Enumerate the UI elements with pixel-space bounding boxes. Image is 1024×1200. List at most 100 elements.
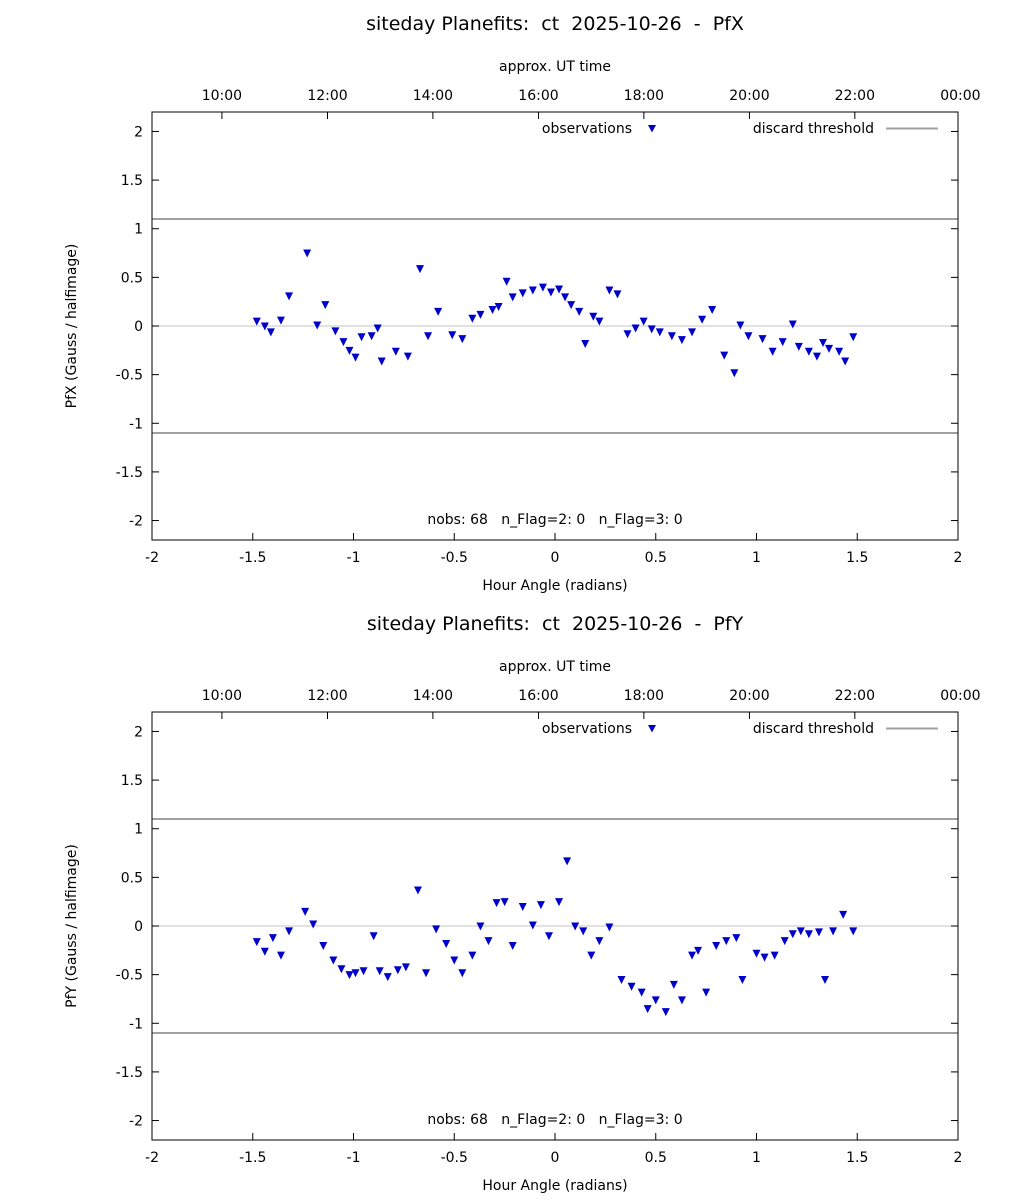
observation-point	[367, 332, 376, 341]
observation-point	[589, 312, 598, 321]
observation-point	[252, 317, 261, 326]
observation-point	[849, 333, 858, 342]
observation-point	[677, 336, 686, 345]
top-tick-label: 16:00	[518, 88, 558, 104]
observation-point	[538, 283, 547, 292]
observation-point	[780, 937, 789, 946]
observation-point	[345, 971, 354, 980]
observation-point	[812, 352, 821, 361]
observation-point	[373, 324, 382, 333]
nobs-annotation: nobs: 68 n_Flag=2: 0 n_Flag=3: 0	[427, 512, 682, 528]
legend-observation-marker-icon	[648, 725, 656, 733]
observation-point	[839, 910, 848, 919]
top-tick-label: 10:00	[202, 88, 242, 104]
top-tick-label: 20:00	[729, 688, 769, 704]
top-tick-label: 20:00	[729, 88, 769, 104]
observation-point	[393, 966, 402, 975]
observation-point	[730, 369, 739, 378]
observation-point	[720, 351, 729, 360]
observation-point	[555, 285, 564, 294]
observation-point	[643, 1005, 652, 1014]
observation-point	[778, 338, 787, 347]
x-tick-label: 0.5	[645, 1150, 667, 1166]
y-tick-label: -0.5	[116, 368, 143, 384]
observation-point	[476, 922, 485, 931]
observation-point	[500, 898, 509, 907]
observation-point	[391, 347, 400, 356]
observation-point	[285, 292, 294, 301]
top-tick-label: 12:00	[307, 688, 347, 704]
observation-point	[768, 347, 777, 356]
x-tick-label: -1.5	[239, 1150, 266, 1166]
x-tick-label: 1.5	[846, 1150, 868, 1166]
observation-point	[377, 357, 386, 366]
observation-point	[587, 951, 596, 960]
observation-point	[563, 857, 572, 866]
observation-point	[752, 949, 761, 958]
top-axis-label: approx. UT time	[499, 659, 611, 675]
y-tick-label: 1.5	[121, 773, 143, 789]
observation-point	[829, 927, 838, 936]
legend-observation-marker-icon	[648, 125, 656, 133]
observation-point	[357, 333, 366, 342]
observation-point	[821, 976, 830, 984]
observation-point	[260, 947, 269, 956]
observation-point	[424, 332, 433, 341]
observation-point	[688, 328, 697, 337]
top-tick-label: 18:00	[624, 88, 664, 104]
y-tick-label: -2	[129, 514, 143, 530]
observation-point	[508, 941, 517, 950]
observation-point	[476, 310, 485, 319]
observation-point	[814, 928, 823, 937]
y-tick-label: 1.5	[121, 173, 143, 189]
y-tick-label: 1	[134, 222, 143, 238]
observation-point	[669, 980, 678, 989]
observation-point	[309, 920, 318, 929]
y-tick-label: -1.5	[116, 465, 143, 481]
observation-point	[796, 927, 805, 936]
observation-point	[468, 951, 477, 960]
observation-point	[339, 338, 348, 347]
x-tick-label: 1.5	[846, 550, 868, 566]
observation-point	[617, 976, 626, 984]
observation-point	[677, 996, 686, 1005]
y-tick-label: 0	[134, 319, 143, 335]
observation-point	[661, 1008, 670, 1017]
y-tick-label: 2	[134, 124, 143, 140]
y-tick-label: -2	[129, 1114, 143, 1130]
observation-point	[722, 937, 731, 946]
observation-point	[818, 339, 827, 348]
observation-point	[639, 317, 648, 326]
observation-point	[555, 898, 564, 907]
observation-point	[605, 923, 614, 932]
observation-point	[401, 963, 410, 972]
observation-point	[571, 922, 580, 931]
observation-point	[518, 289, 527, 298]
observation-point	[494, 303, 503, 312]
top-tick-label: 12:00	[307, 88, 347, 104]
x-tick-label: -2	[145, 1150, 159, 1166]
x-tick-label: 1	[752, 550, 761, 566]
observation-point	[841, 357, 850, 366]
observation-point	[655, 328, 664, 337]
observation-point	[528, 286, 537, 295]
observation-point	[488, 305, 497, 314]
observation-point	[448, 331, 457, 340]
observation-point	[544, 932, 553, 941]
observation-point	[492, 899, 501, 908]
observation-point	[458, 969, 467, 978]
top-tick-label: 00:00	[940, 688, 980, 704]
observation-point	[698, 315, 707, 324]
x-axis-label: Hour Angle (radians)	[482, 578, 627, 594]
observation-point	[758, 335, 767, 344]
x-axis-label: Hour Angle (radians)	[482, 1178, 627, 1194]
observation-point	[450, 956, 459, 965]
observation-point	[627, 982, 636, 991]
y-tick-label: -1.5	[116, 1065, 143, 1081]
observation-point	[359, 967, 368, 976]
observation-point	[383, 973, 392, 982]
y-tick-label: -0.5	[116, 968, 143, 984]
observation-point	[375, 967, 384, 976]
observation-point	[744, 332, 753, 341]
